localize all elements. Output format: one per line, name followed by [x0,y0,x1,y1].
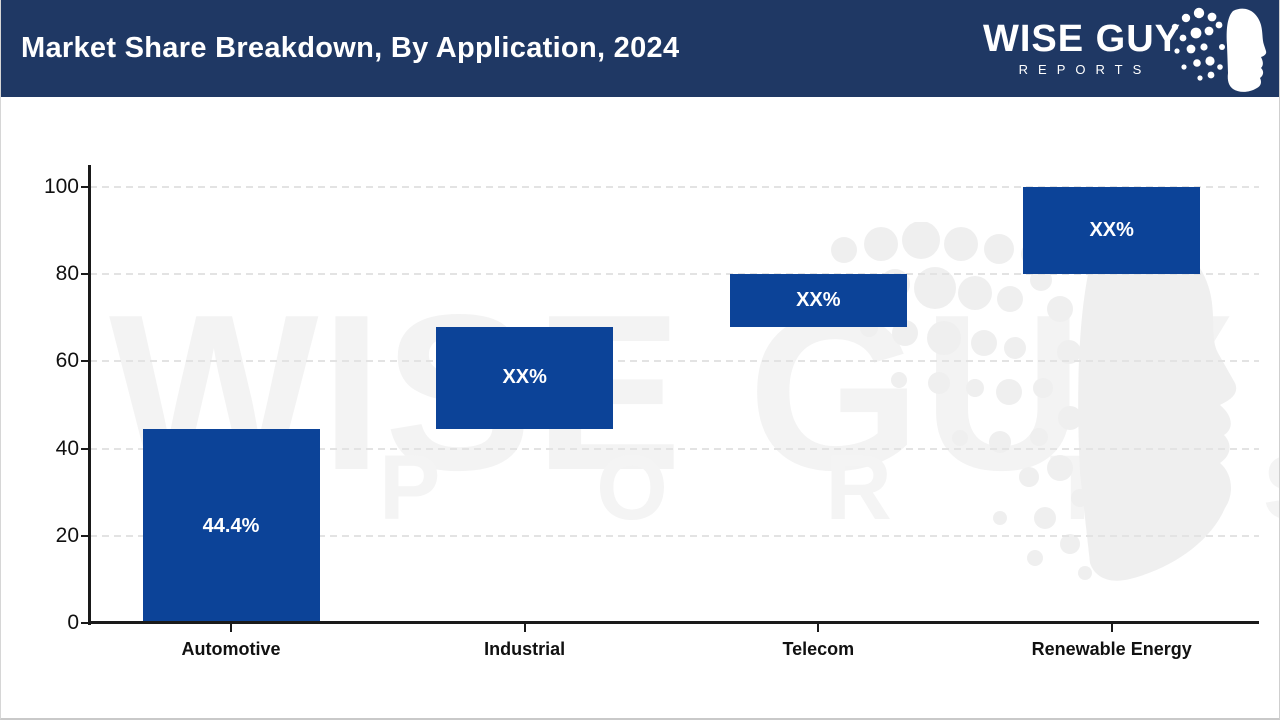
x-axis-tick [523,624,526,632]
gridline-80 [90,273,1259,276]
bar-automotive: 44.4% [142,429,320,623]
x-category-label: Automotive [181,639,281,659]
gridline-100 [90,186,1259,188]
bar-value-label: XX% [502,366,547,389]
y-axis-tick [81,273,90,276]
logo-face-icon [1171,7,1267,92]
header-bar: Market Share Breakdown, By Application, … [1,0,1279,97]
x-category-label: Renewable Energy [1031,639,1192,659]
page-title: Market Share Breakdown, By Application, … [21,32,680,64]
x-axis-tick [230,624,232,632]
y-tick-label: 100 [43,175,79,198]
bar-value-label: XX% [796,288,841,311]
y-axis-tick [81,186,90,188]
wise-guy-logo: WISE GUY REPORTS [983,5,1267,93]
gridline-20 [90,534,1259,537]
x-category-label: Telecom [782,639,855,659]
y-tick-label: 20 [55,523,79,547]
bar-industrial: XX% [436,326,614,430]
bar-telecom: XX% [729,274,907,327]
y-tick-label: 60 [55,349,79,373]
x-axis-tick [1110,624,1113,632]
y-tick-label: 80 [55,262,79,286]
y-tick-label: 40 [55,436,79,460]
x-axis-tick [817,624,820,632]
gridline-40 [90,447,1259,450]
x-axis-line [88,621,1259,624]
y-axis-tick [81,360,90,363]
bar-value-label: XX% [1089,219,1134,242]
logo-text: WISE GUY REPORTS [982,18,1181,77]
logo-wordmark: WISE GUY [982,18,1181,61]
y-axis-line [88,165,91,625]
bar-renewable-energy: XX% [1023,187,1201,275]
y-axis-tick [81,534,90,537]
gridline-60 [90,360,1259,363]
bar-value-label: 44.4% [202,514,260,537]
y-axis-tick [81,622,90,624]
x-category-label: Industrial [484,639,566,659]
logo-subtitle: REPORTS [1018,61,1152,77]
y-axis-tick [81,447,90,450]
y-tick-label: 0 [67,611,79,634]
